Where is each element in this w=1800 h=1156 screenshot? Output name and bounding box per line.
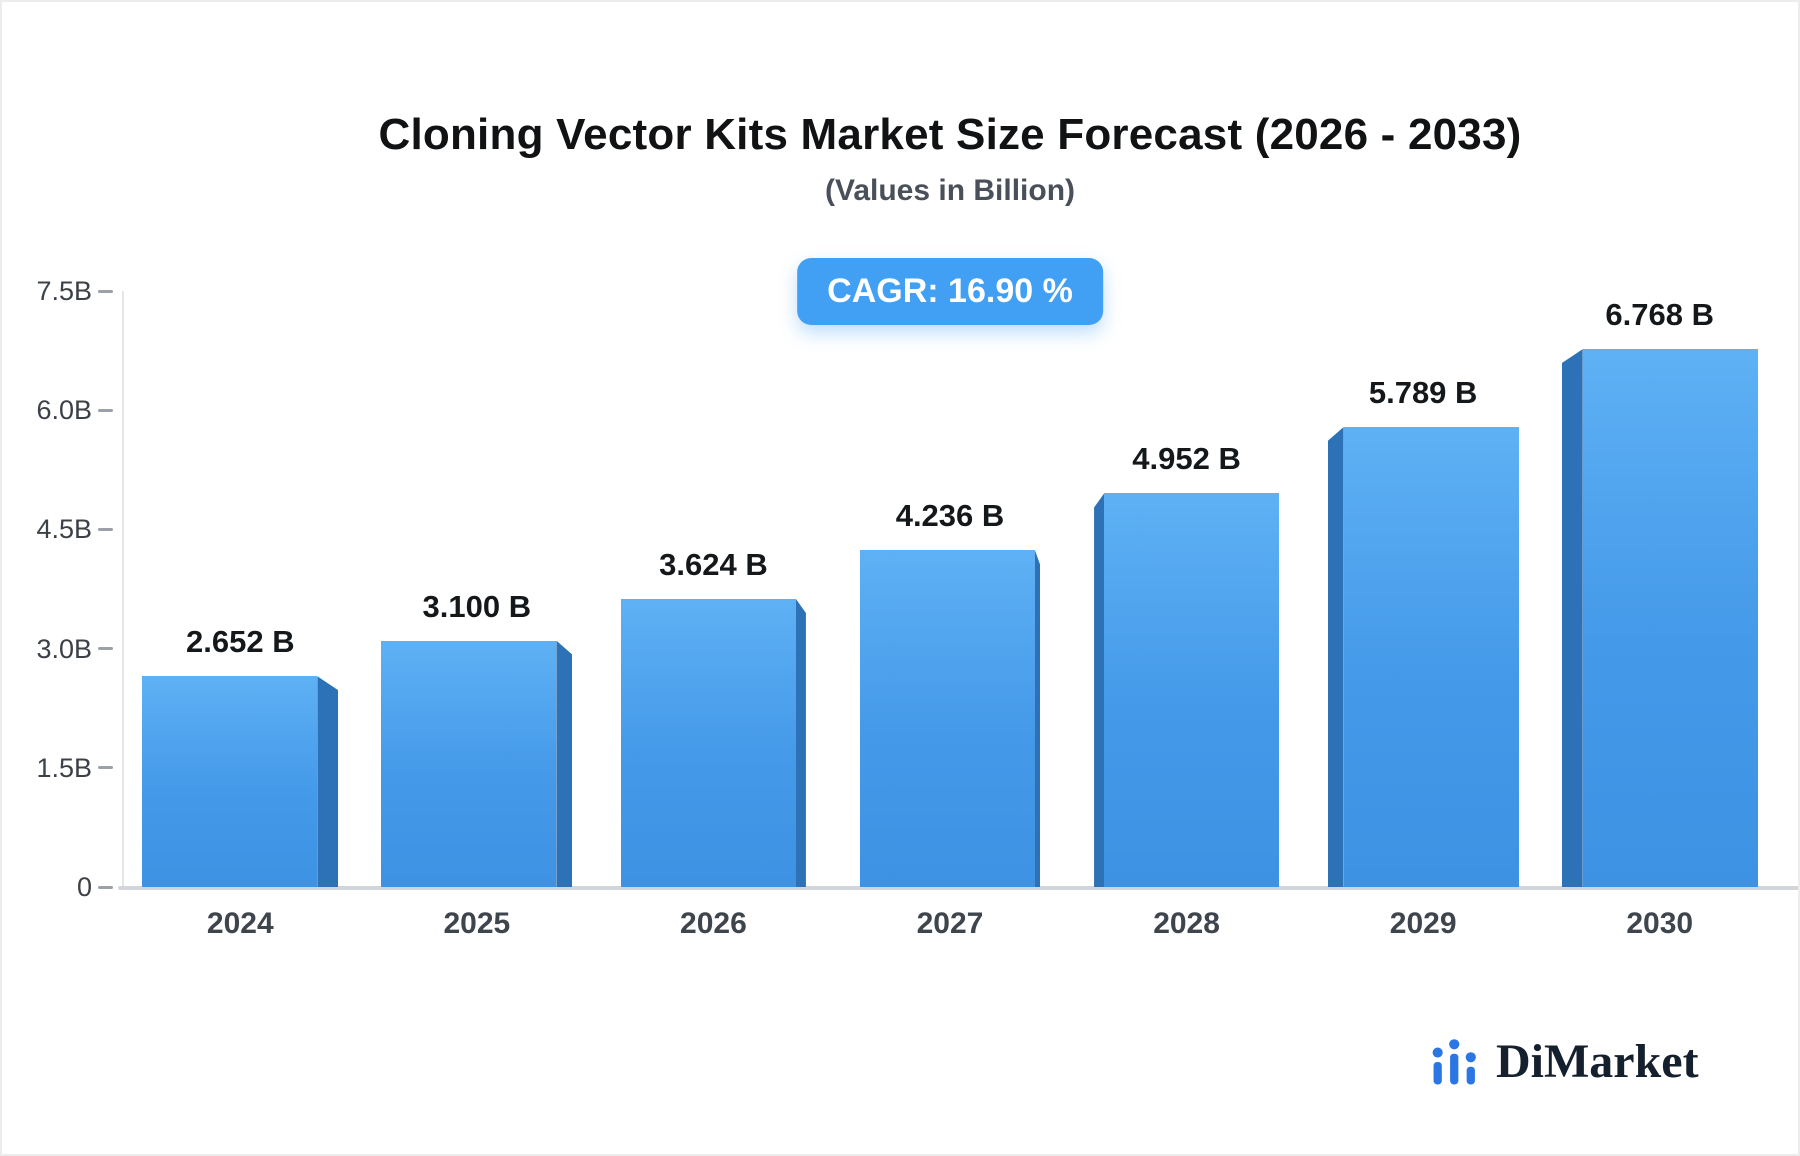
bar-face (860, 550, 1035, 887)
bar (142, 676, 339, 887)
y-axis-label: 1.5B (36, 752, 92, 783)
bar-side-shade (1094, 493, 1105, 887)
bar-value-label: 2.652 B (186, 624, 295, 660)
bar (1094, 493, 1280, 887)
bar-value-label: 3.100 B (422, 588, 532, 624)
x-axis-label: 2029 (1389, 907, 1457, 940)
bar (1561, 349, 1758, 887)
cagr-badge: CAGR: 16.90 % (797, 258, 1103, 325)
bar-value-label: 4.952 B (1132, 441, 1241, 477)
y-axis-label: 0 (76, 872, 92, 902)
bar-face (1104, 493, 1280, 887)
x-axis-label: 2030 (1626, 907, 1694, 940)
bar-face (1343, 426, 1519, 887)
bar-side-shade (317, 676, 339, 887)
bar-value-label: 6.768 B (1605, 297, 1714, 333)
plot-area: 0 1.5B 3.0B 4.5B 6.0B 7.5B 2.652 B 2024 3.100 B 2… (36, 276, 1798, 940)
bar-side-shade (1327, 426, 1344, 887)
y-tick (98, 885, 113, 889)
y-tick (98, 527, 113, 531)
y-tick (98, 766, 113, 770)
bar (1327, 426, 1519, 887)
y-axis-line (122, 291, 124, 887)
bar (381, 640, 573, 887)
bar-face (620, 599, 796, 887)
x-axis-line (118, 886, 1798, 890)
x-axis-label: 2025 (443, 907, 511, 940)
y-axis-label: 4.5B (36, 514, 92, 545)
y-tick (98, 289, 113, 293)
bar-face (1582, 349, 1758, 887)
bar-face (381, 640, 557, 887)
y-tick (98, 408, 113, 412)
x-axis-label: 2026 (680, 907, 747, 940)
y-axis-label: 6.0B (36, 395, 92, 426)
bar-value-label: 4.236 B (895, 498, 1005, 534)
bar-side-shade (795, 599, 806, 887)
y-axis-label: 7.5B (36, 276, 92, 306)
y-axis-label: 3.0B (36, 633, 92, 664)
y-tick (98, 647, 113, 651)
brand-name: DiMarket (1496, 1035, 1699, 1088)
bar (860, 550, 1040, 887)
x-axis-label: 2027 (916, 907, 984, 940)
chart-title: Cloning Vector Kits Market Size Forecast… (378, 110, 1522, 159)
bar-side-shade (1035, 550, 1040, 887)
x-axis-label: 2024 (206, 907, 274, 940)
x-axis-label: 2028 (1153, 907, 1220, 940)
bar-side-shade (1561, 349, 1583, 887)
brand-logo: DiMarket (1430, 1034, 1699, 1089)
chart-subtitle: (Values in Billion) (824, 174, 1076, 207)
bar-value-label: 3.624 B (659, 547, 768, 582)
bar-face (142, 676, 318, 887)
bar (620, 599, 806, 887)
bar-value-label: 5.789 B (1368, 374, 1478, 410)
bar-side-shade (556, 640, 573, 887)
bar-chart-logo-icon (1432, 1038, 1476, 1084)
